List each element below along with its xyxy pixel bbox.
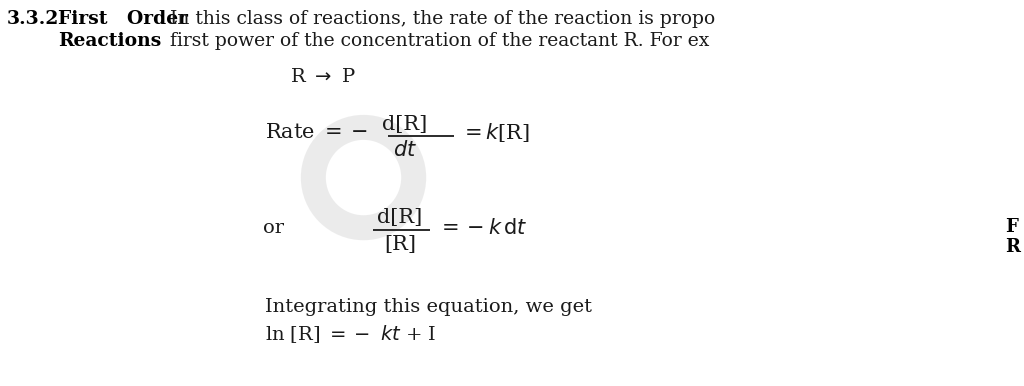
Text: Rate $= -$: Rate $= -$	[265, 124, 368, 142]
Text: F: F	[1005, 218, 1018, 236]
Text: first power of the concentration of the reactant R. For ex: first power of the concentration of the …	[170, 32, 710, 50]
Text: d[R]: d[R]	[382, 115, 428, 134]
Text: ln [R] $= -$ $kt$ + I: ln [R] $= -$ $kt$ + I	[265, 323, 436, 345]
Text: In this class of reactions, the rate of the reaction is propo: In this class of reactions, the rate of …	[170, 10, 715, 28]
Text: or: or	[263, 219, 284, 237]
Text: $= k$[R]: $= k$[R]	[460, 122, 530, 144]
Text: [R]: [R]	[384, 235, 416, 254]
Text: $= -k\,\mathrm{d}t$: $= -k\,\mathrm{d}t$	[437, 218, 527, 238]
Text: R: R	[1005, 238, 1020, 256]
Text: 3.3.2: 3.3.2	[7, 10, 59, 28]
Text: $dt$: $dt$	[393, 140, 417, 160]
Text: First   Order: First Order	[58, 10, 188, 28]
Text: Integrating this equation, we get: Integrating this equation, we get	[265, 298, 592, 316]
Text: R $\rightarrow$ P: R $\rightarrow$ P	[290, 68, 355, 86]
Text: Reactions: Reactions	[58, 32, 161, 50]
Text: d[R]: d[R]	[378, 208, 423, 227]
